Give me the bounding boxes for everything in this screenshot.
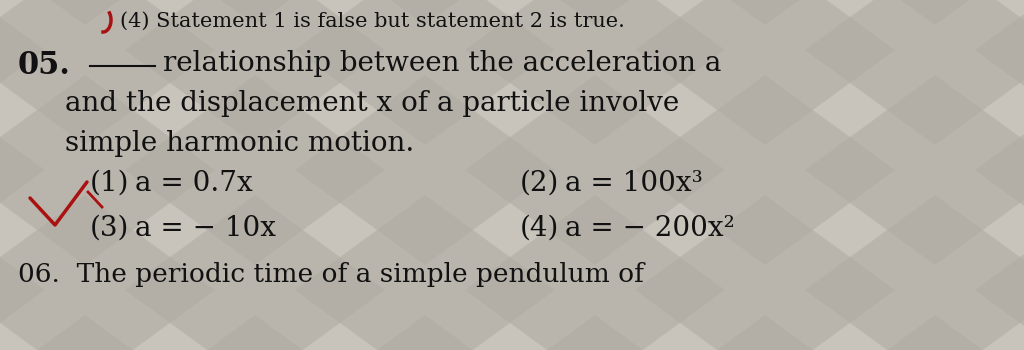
Polygon shape xyxy=(975,195,1024,350)
Text: (4): (4) xyxy=(520,215,559,242)
Text: (1): (1) xyxy=(90,170,129,197)
Polygon shape xyxy=(635,315,895,350)
Polygon shape xyxy=(125,0,385,145)
Polygon shape xyxy=(0,0,215,145)
Polygon shape xyxy=(975,0,1024,145)
Polygon shape xyxy=(975,75,1024,265)
Polygon shape xyxy=(805,195,1024,350)
Polygon shape xyxy=(465,75,725,265)
Text: and the displacement x of a particle involve: and the displacement x of a particle inv… xyxy=(65,90,679,117)
Polygon shape xyxy=(0,75,45,265)
Text: 05.: 05. xyxy=(18,50,71,81)
Polygon shape xyxy=(295,0,555,25)
Polygon shape xyxy=(125,195,385,350)
Polygon shape xyxy=(0,0,45,145)
Polygon shape xyxy=(805,315,1024,350)
Polygon shape xyxy=(295,315,555,350)
Polygon shape xyxy=(295,0,555,145)
Polygon shape xyxy=(635,195,895,350)
Polygon shape xyxy=(0,0,45,25)
Polygon shape xyxy=(465,315,725,350)
Polygon shape xyxy=(465,0,725,25)
Polygon shape xyxy=(465,195,725,350)
Polygon shape xyxy=(805,75,1024,265)
Polygon shape xyxy=(0,315,45,350)
Text: simple harmonic motion.: simple harmonic motion. xyxy=(65,130,415,157)
Text: a = − 200x²: a = − 200x² xyxy=(565,215,735,242)
Text: (3): (3) xyxy=(90,215,129,242)
Polygon shape xyxy=(0,195,45,350)
Polygon shape xyxy=(805,0,1024,145)
Polygon shape xyxy=(635,0,895,25)
Polygon shape xyxy=(125,0,385,25)
Polygon shape xyxy=(975,0,1024,25)
Polygon shape xyxy=(635,75,895,265)
Text: a = 100x³: a = 100x³ xyxy=(565,170,702,197)
Polygon shape xyxy=(805,0,1024,25)
Text: relationship between the acceleration a: relationship between the acceleration a xyxy=(163,50,721,77)
Polygon shape xyxy=(0,75,215,265)
Polygon shape xyxy=(0,0,215,25)
Polygon shape xyxy=(125,315,385,350)
Polygon shape xyxy=(635,0,895,145)
Text: 06.  The periodic time of a simple pendulum of: 06. The periodic time of a simple pendul… xyxy=(18,262,644,287)
Polygon shape xyxy=(295,195,555,350)
Text: (4) Statement 1 is false but statement 2 is true.: (4) Statement 1 is false but statement 2… xyxy=(120,12,625,31)
Text: (2): (2) xyxy=(520,170,559,197)
Polygon shape xyxy=(295,75,555,265)
Polygon shape xyxy=(465,0,725,145)
Polygon shape xyxy=(975,315,1024,350)
Polygon shape xyxy=(0,195,215,350)
Text: a = − 10x: a = − 10x xyxy=(135,215,276,242)
Polygon shape xyxy=(125,75,385,265)
Text: a = 0.7x: a = 0.7x xyxy=(135,170,253,197)
Polygon shape xyxy=(0,315,215,350)
